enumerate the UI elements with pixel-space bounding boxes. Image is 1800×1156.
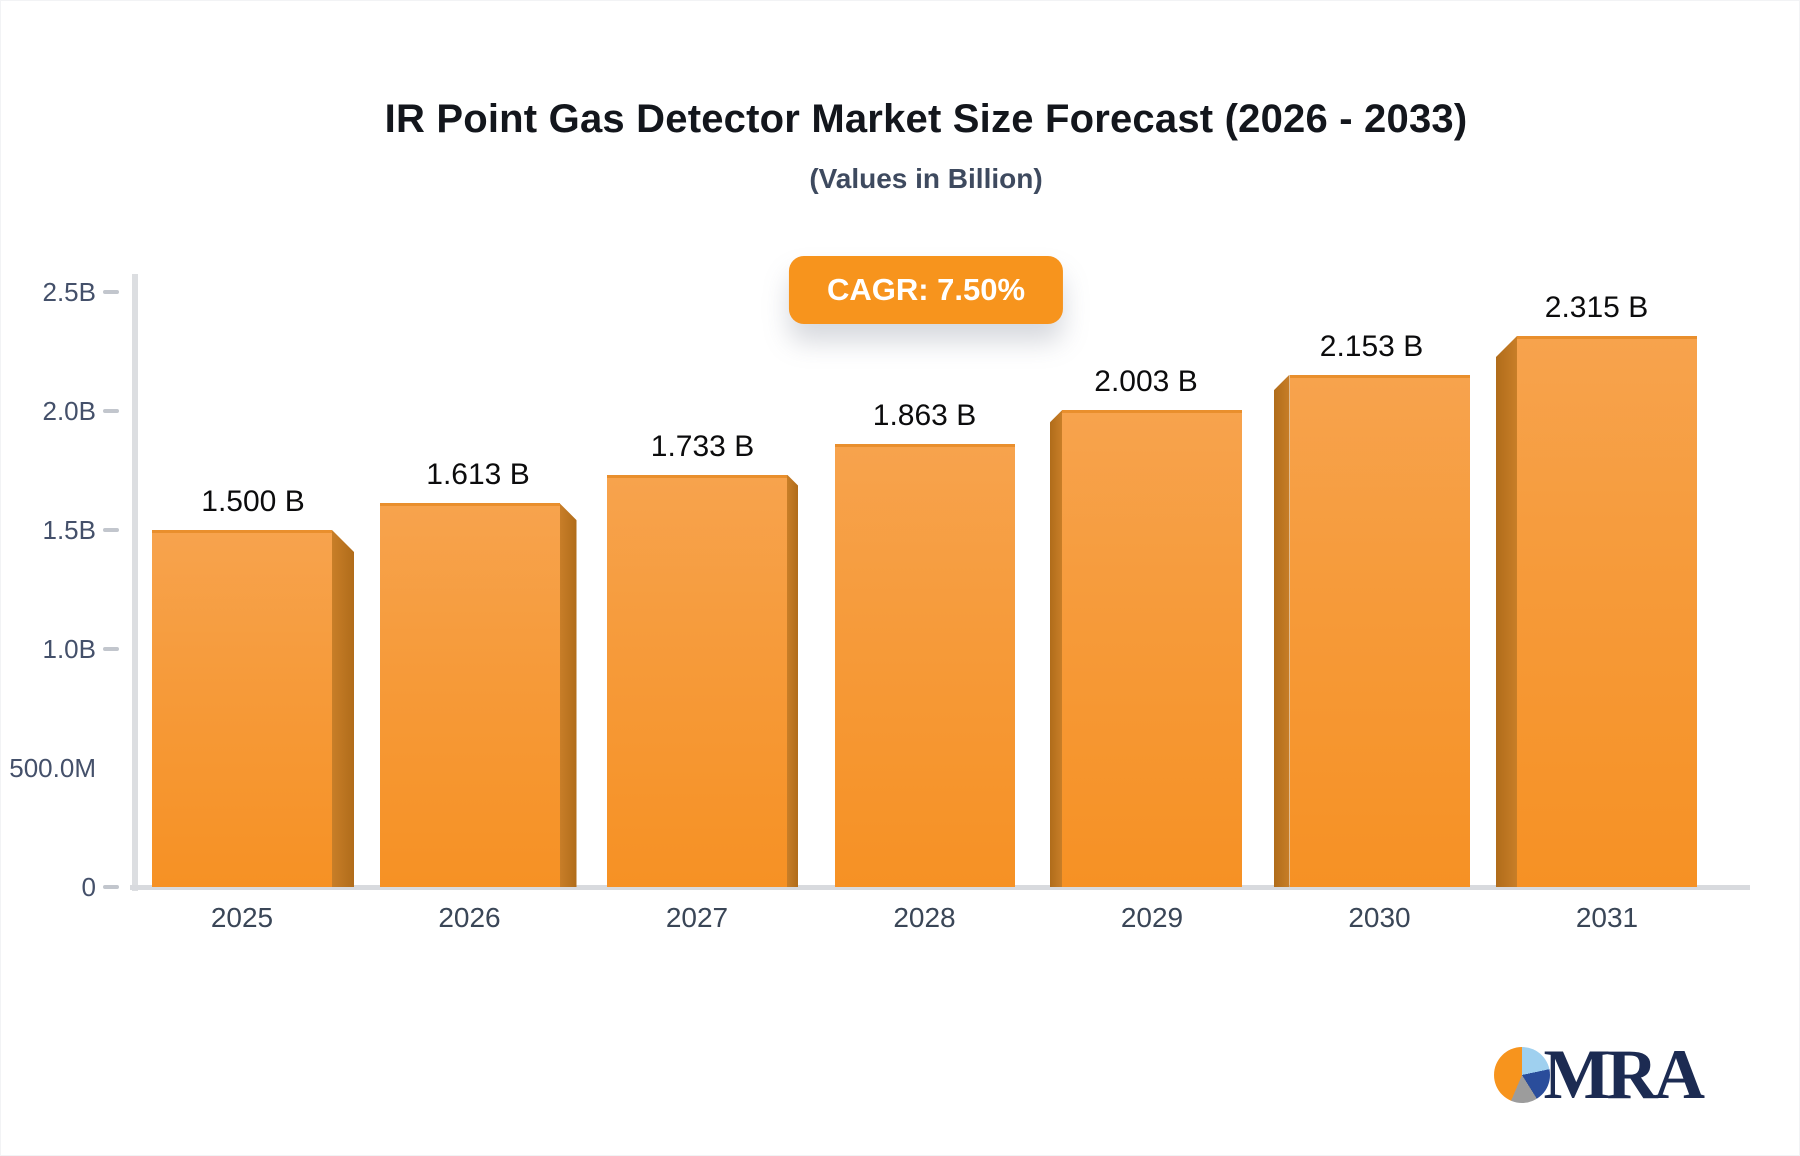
brand-logo: MRA — [1494, 1036, 1705, 1114]
brand-logo-text: MRA — [1543, 1036, 1705, 1114]
x-tick-label-2031: 2031 — [1575, 902, 1639, 933]
pie-chart-logo-icon — [1494, 1047, 1551, 1103]
x-tick-label-2030: 2030 — [1348, 902, 1411, 933]
y-tick-label: 1.5B — [42, 515, 97, 545]
bar-2028 — [834, 443, 1015, 887]
bar-value-label: 1.863 B — [872, 398, 977, 432]
y-tick-dash — [103, 528, 119, 532]
x-axis-line — [130, 885, 1750, 890]
y-tick-dash — [103, 290, 119, 294]
bar-3d-side-2030 — [1273, 374, 1290, 887]
x-tick-label-2028: 2028 — [893, 902, 956, 933]
x-tick-label-2025: 2025 — [210, 902, 274, 933]
y-axis-line — [132, 274, 138, 891]
y-tick-label: 0 — [81, 872, 96, 902]
y-tick-dash — [103, 885, 119, 889]
x-tick-label-2026: 2026 — [438, 902, 501, 933]
bar-value-label: 1.500 B — [201, 485, 305, 518]
y-tick-dash — [103, 647, 119, 651]
bar-2030 — [1289, 374, 1470, 887]
bar-value-label: 2.153 B — [1319, 329, 1424, 363]
y-tick-label: 1.0B — [42, 634, 97, 664]
cagr-badge: CAGR: 7.50% — [788, 256, 1064, 324]
x-tick-label-2029: 2029 — [1120, 902, 1184, 933]
bar-2025 — [152, 530, 332, 887]
chart-title: IR Point Gas Detector Market Size Foreca… — [384, 97, 1468, 141]
bar-3d-side-2029 — [1050, 410, 1062, 887]
bar-2027 — [607, 474, 787, 887]
bar-2031 — [1517, 336, 1697, 887]
bar-3d-side-2025 — [332, 530, 354, 887]
bar-2029 — [1062, 410, 1242, 887]
chart-subtitle: (Values in Billion) — [809, 163, 1043, 194]
bar-3d-side-2026 — [559, 503, 577, 887]
bar-2026 — [379, 503, 560, 887]
y-tick-label: 2.5B — [42, 277, 97, 307]
x-tick-label-2027: 2027 — [665, 902, 729, 933]
bar-value-label: 1.613 B — [426, 458, 530, 492]
y-tick-label: 500.0M — [9, 753, 96, 783]
bar-value-label: 2.003 B — [1094, 365, 1198, 399]
bar-value-label: 1.733 B — [650, 429, 755, 463]
bar-3d-side-2031 — [1496, 336, 1517, 887]
bar-3d-side-2027 — [787, 474, 798, 887]
bar-value-label: 2.315 B — [1544, 291, 1649, 325]
y-tick-dash — [103, 409, 119, 413]
y-tick-label: 2.0B — [42, 396, 97, 426]
